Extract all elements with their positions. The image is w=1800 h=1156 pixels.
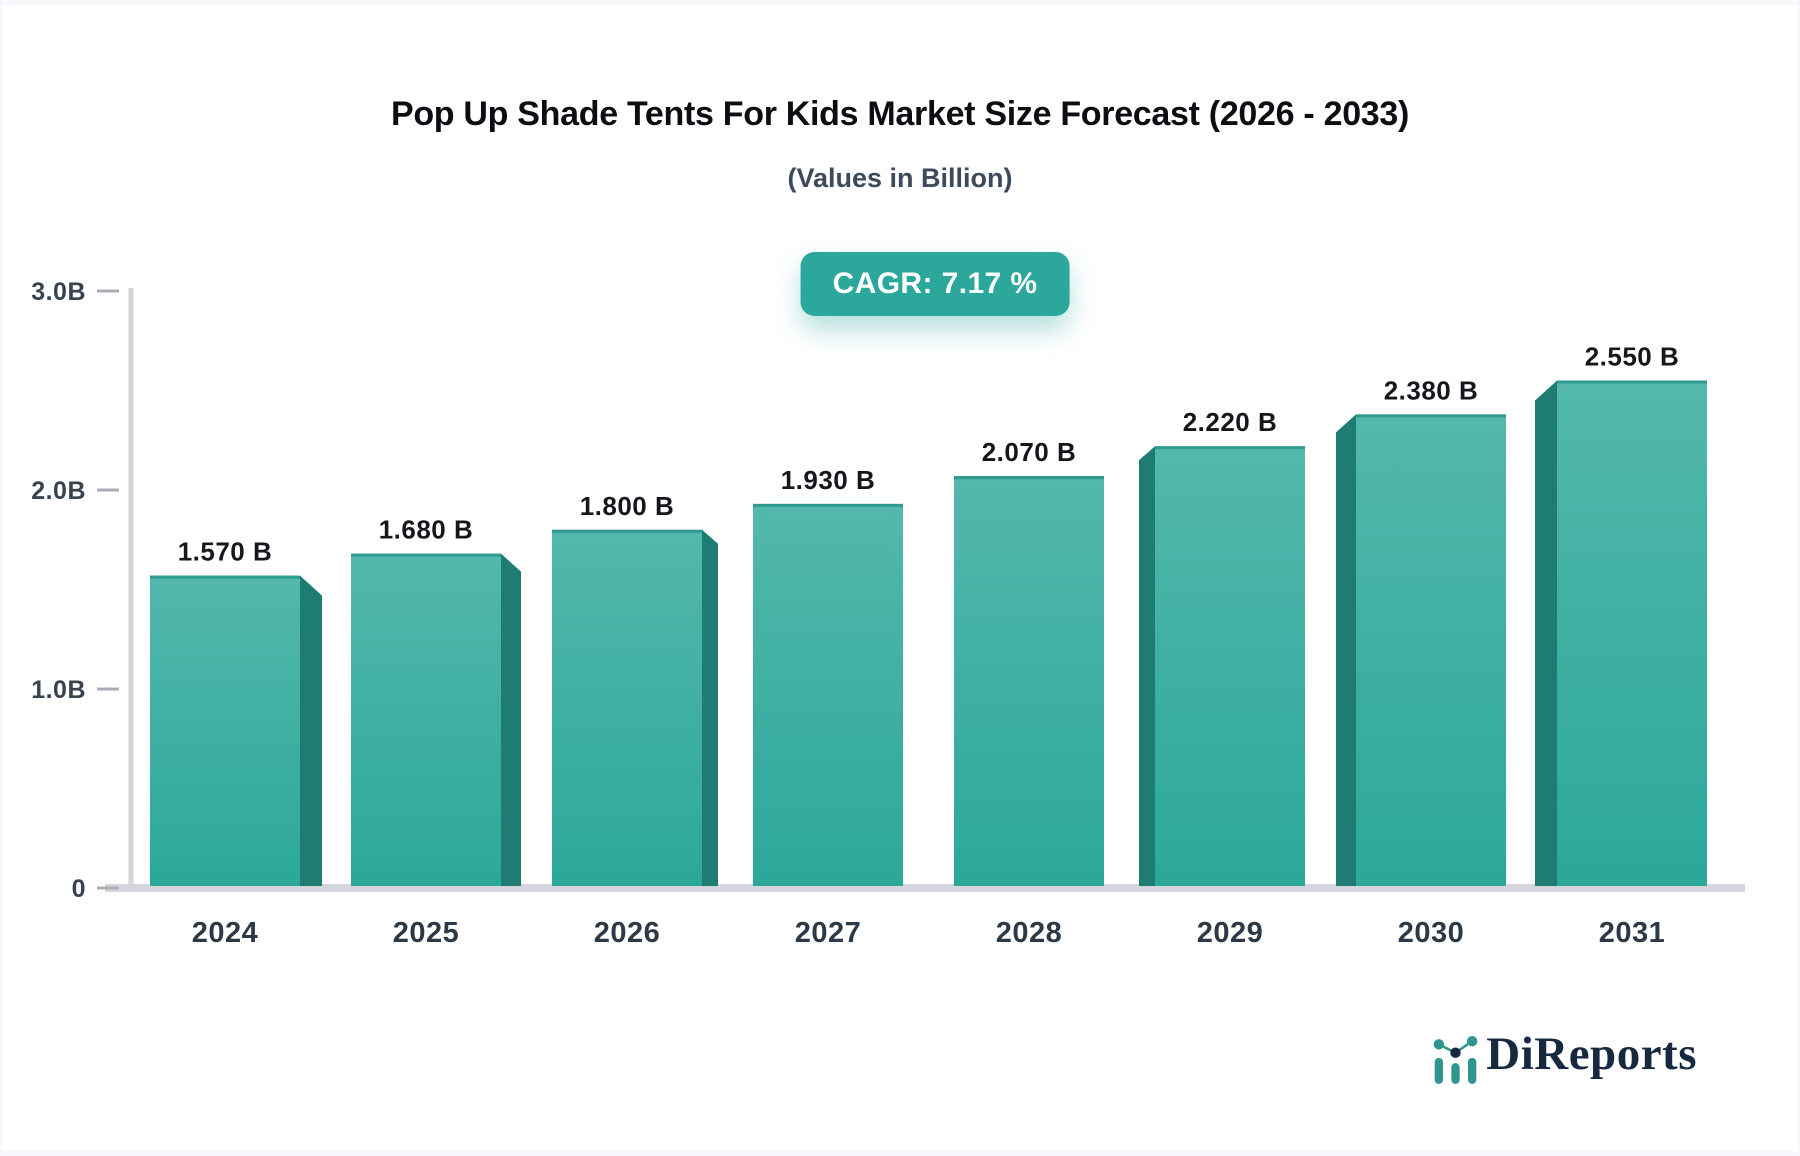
y-axis-label-1.0B: 1.0B: [31, 676, 86, 704]
bar-2028: [954, 476, 1104, 886]
cagr-badge: CAGR: 7.17 %: [800, 252, 1070, 316]
bar-2024: [150, 575, 300, 886]
bar-2031-value-label: 2.550 B: [1585, 342, 1680, 372]
bar-2027: [753, 503, 903, 886]
x-axis-label-2030: 2030: [1398, 917, 1465, 949]
x-axis-label-2026: 2026: [594, 917, 661, 949]
bar-2024-value-label: 1.570 B: [178, 537, 273, 567]
bar-2025: [351, 553, 501, 886]
bar-2024-side: [300, 575, 322, 886]
bar-2027-value-label: 1.930 B: [781, 465, 876, 495]
x-axis-label-2027: 2027: [795, 917, 862, 949]
bar-2029-value-label: 2.220 B: [1183, 407, 1278, 437]
bar-2025-side: [501, 553, 521, 886]
bar-2031-side: [1535, 380, 1557, 886]
bar-2030: [1356, 414, 1506, 886]
direports-logo-text: DiReports: [1486, 1028, 1697, 1080]
chart-title: Pop Up Shade Tents For Kids Market Size …: [390, 95, 1410, 133]
x-axis-label-2024: 2024: [192, 917, 259, 949]
page-top-edge: [0, 0, 1800, 5]
page-bottom-edge: [0, 1151, 1800, 1156]
bar-2029-side: [1139, 446, 1155, 886]
page-left-edge: [0, 0, 2, 1156]
x-axis-label-2029: 2029: [1197, 917, 1264, 949]
bar-2028-value-label: 2.070 B: [982, 437, 1077, 467]
chart-subtitle: (Values in Billion): [787, 163, 1013, 193]
bar-2025-value-label: 1.680 B: [379, 515, 474, 545]
x-axis-line: [105, 884, 1745, 892]
x-axis-label-2028: 2028: [996, 917, 1063, 949]
page-right-edge: [1798, 0, 1800, 1156]
direports-logo: DiReports: [1432, 1028, 1697, 1085]
bar-2026-value-label: 1.800 B: [580, 491, 675, 521]
y-axis-label-0: 0: [72, 875, 86, 903]
bar-2030-side: [1336, 414, 1356, 886]
x-axis-label-2025: 2025: [393, 917, 460, 949]
bar-2030-value-label: 2.380 B: [1384, 375, 1479, 405]
x-axis-label-2031: 2031: [1599, 917, 1666, 949]
y-axis-label-3.0B: 3.0B: [31, 278, 86, 306]
direports-logo-icon: [1433, 1036, 1478, 1084]
y-axis-label-2.0B: 2.0B: [31, 477, 86, 505]
bar-2029: [1155, 446, 1305, 886]
bar-2026-side: [702, 529, 718, 886]
bar-2031: [1557, 380, 1707, 886]
bar-2026: [552, 529, 702, 886]
